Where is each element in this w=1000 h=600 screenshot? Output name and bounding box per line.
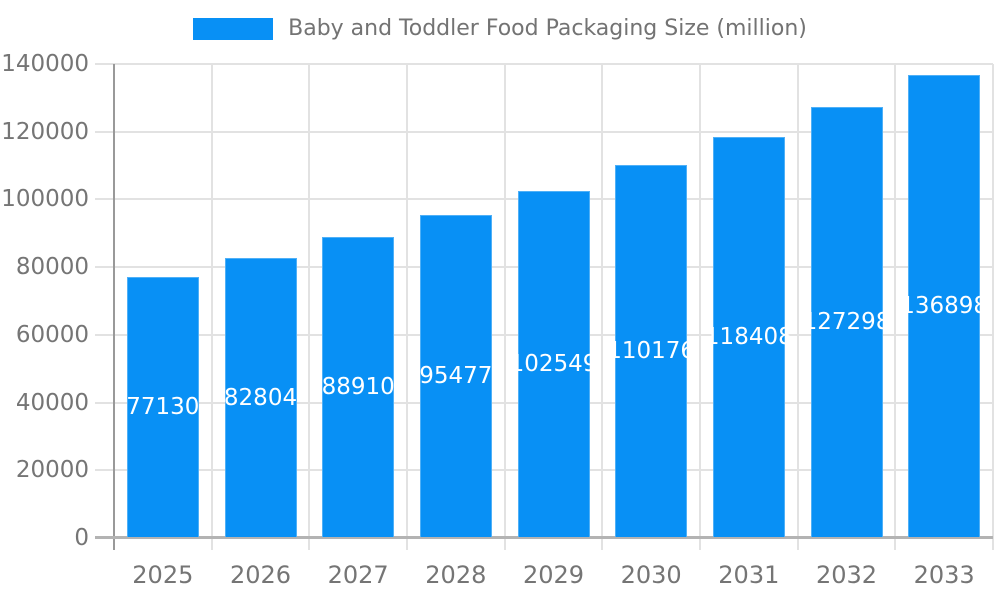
bar: [908, 75, 980, 537]
x-gridline: [894, 64, 897, 550]
y-gridline: [95, 130, 993, 133]
y-tick-label: 0: [74, 525, 89, 551]
bar-value-label: 110176: [607, 338, 696, 364]
legend[interactable]: Baby and Toddler Food Packaging Size (mi…: [0, 16, 1000, 41]
x-axis-line: [95, 536, 993, 539]
y-tick-label: 40000: [15, 389, 89, 416]
bar: [225, 258, 297, 537]
x-gridline: [601, 64, 604, 550]
bar: [420, 215, 492, 537]
bar: [713, 137, 785, 537]
y-gridline: [95, 63, 993, 65]
x-gridline: [992, 64, 994, 550]
bar-value-label: 102549: [509, 351, 598, 377]
bar: [518, 191, 590, 537]
bar-value-label: 82804: [223, 384, 298, 411]
x-gridline: [308, 64, 311, 550]
x-gridline: [406, 64, 408, 550]
x-tick-label: 2032: [815, 561, 878, 589]
bar: [811, 107, 883, 537]
y-tick-label: 140000: [1, 51, 89, 77]
bar-value-label: 77130: [126, 394, 200, 420]
bar-value-label: 118408: [704, 324, 793, 350]
bar: [322, 237, 394, 537]
x-tick-label: 2027: [327, 561, 389, 589]
x-gridline: [210, 64, 213, 550]
y-tick-label: 120000: [1, 118, 89, 145]
legend-swatch-icon: [193, 17, 274, 40]
x-gridline: [796, 64, 799, 550]
y-tick-label: 80000: [15, 254, 89, 281]
bar: [127, 277, 199, 537]
x-tick-label: 2029: [522, 561, 585, 589]
x-tick-label: 2033: [913, 561, 975, 589]
bar-value-label: 88910: [321, 374, 395, 400]
y-axis-line: [113, 64, 115, 550]
bar-value-label: 136898: [900, 293, 989, 319]
bar-value-label: 95477: [419, 363, 493, 389]
legend-series-label: Baby and Toddler Food Packaging Size (mi…: [288, 16, 807, 41]
x-gridline: [503, 64, 506, 550]
y-tick-label: 20000: [15, 457, 89, 484]
x-tick-label: 2030: [620, 561, 682, 589]
x-tick-label: 2031: [718, 561, 780, 589]
x-tick-label: 2026: [229, 561, 292, 589]
bar-value-label: 127298: [802, 309, 891, 335]
x-tick-label: 2028: [425, 561, 487, 589]
y-tick-label: 100000: [1, 186, 89, 213]
bar: [615, 165, 687, 537]
x-gridline: [699, 64, 701, 550]
x-tick-label: 2025: [132, 561, 194, 589]
y-tick-label: 60000: [15, 321, 89, 348]
